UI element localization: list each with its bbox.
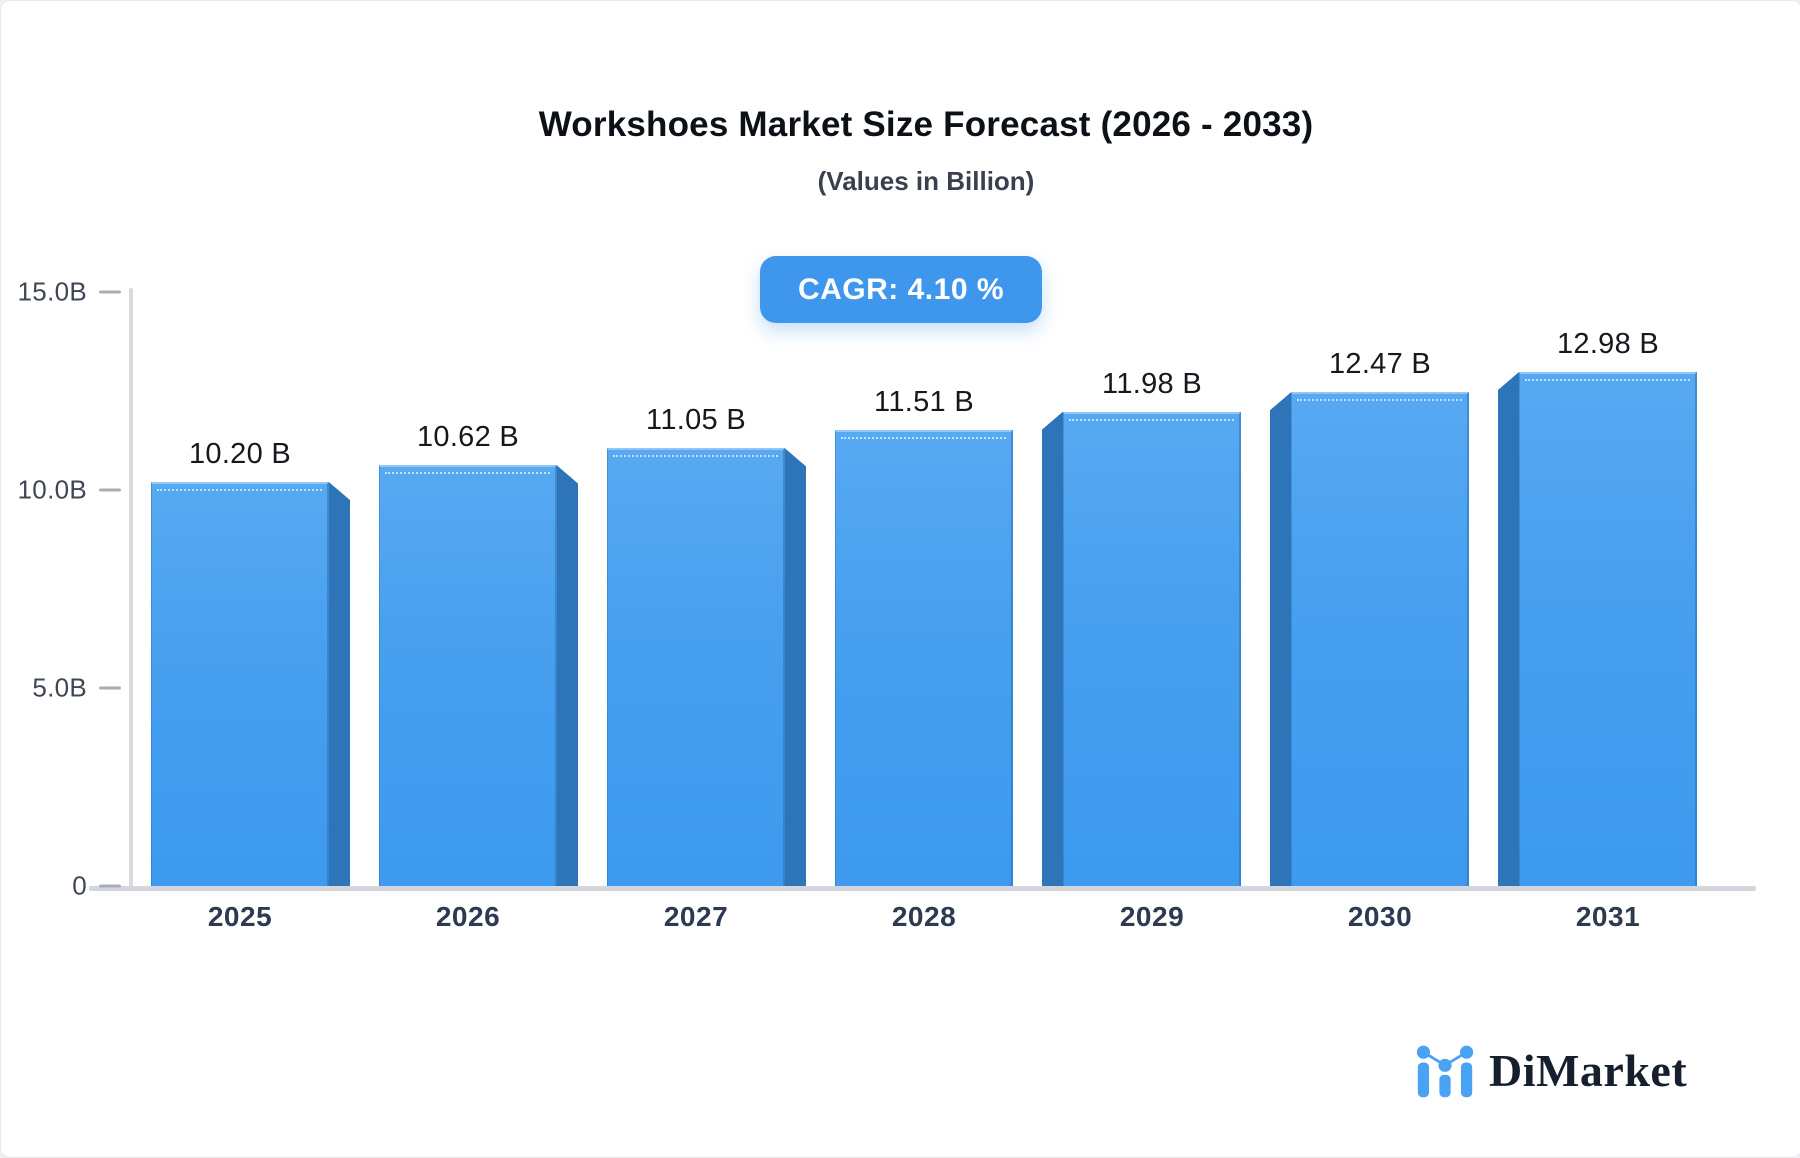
bar-3d-side	[1042, 411, 1063, 886]
y-tick-dash	[99, 290, 121, 294]
x-axis-label-2027: 2027	[663, 901, 729, 932]
bar-3d-side	[329, 482, 350, 886]
x-axis-label-2031: 2031	[1575, 901, 1641, 932]
bar-3d-side	[1270, 392, 1291, 886]
chart-title: Workshoes Market Size Forecast (2026 - 2…	[538, 105, 1314, 144]
x-axis-line	[89, 886, 1756, 891]
bar-3d-side	[785, 448, 806, 886]
bar-value-label: 11.05 B	[646, 404, 746, 437]
x-axis-label-2028: 2028	[891, 901, 957, 932]
bar-2025[interactable]	[151, 482, 329, 886]
x-axis-label-2029: 2029	[1119, 901, 1185, 932]
bar-2030[interactable]	[1291, 392, 1469, 886]
bar-value-label: 10.62 B	[416, 421, 520, 454]
bar-3d-side	[557, 465, 578, 886]
bar-value-label: 12.98 B	[1556, 327, 1660, 360]
y-tick-dash	[99, 488, 121, 492]
y-tick-dash	[99, 686, 121, 690]
bar-2031[interactable]	[1519, 371, 1697, 886]
brand-name: DiMarket	[1489, 1044, 1688, 1096]
bar-2026[interactable]	[379, 465, 557, 886]
bar-value-label: 11.98 B	[1102, 367, 1202, 400]
bar-value-label: 10.20 B	[188, 438, 292, 471]
y-tick-label: 10.0B	[17, 474, 87, 505]
chart-subtitle: (Values in Billion)	[817, 166, 1035, 196]
brand-logo: DiMarket	[1415, 1039, 1687, 1101]
bar-2028[interactable]	[835, 430, 1013, 886]
bar-3d-side	[1498, 371, 1519, 886]
y-tick-label: 0	[72, 870, 87, 901]
cagr-badge: CAGR: 4.10 %	[759, 256, 1043, 323]
x-axis-label-2026: 2026	[435, 901, 501, 932]
y-tick-dash	[99, 884, 121, 888]
bar-value-label: 11.51 B	[874, 386, 974, 419]
y-tick-label: 5.0B	[32, 672, 87, 703]
y-axis-line	[129, 288, 133, 891]
x-axis-label-2030: 2030	[1347, 901, 1413, 932]
bar-value-label: 12.47 B	[1328, 348, 1432, 381]
x-axis-label-2025: 2025	[207, 901, 273, 932]
bar-2029[interactable]	[1063, 411, 1241, 886]
y-tick-label: 15.0B	[17, 276, 87, 307]
bar-chart-icon	[1416, 1045, 1474, 1098]
bar-2027[interactable]	[607, 448, 785, 886]
